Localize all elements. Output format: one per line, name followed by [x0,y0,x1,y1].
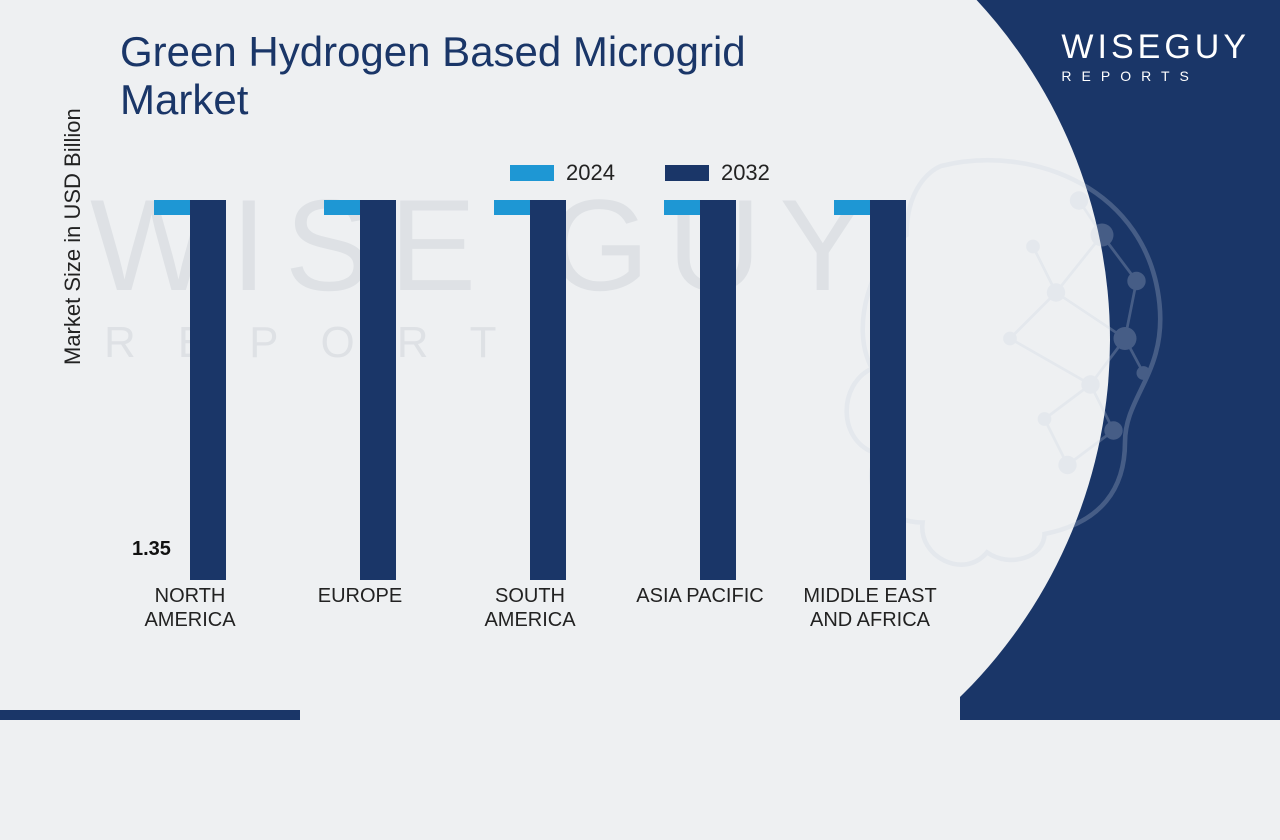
x-axis-label: MIDDLE EAST AND AFRICA [800,584,940,632]
x-axis-label: ASIA PACIFIC [630,584,770,608]
legend-label-2032: 2032 [721,160,770,186]
x-axis-label: EUROPE [290,584,430,608]
bar [360,200,396,580]
bar [834,200,870,215]
legend-swatch-2032 [665,165,709,181]
x-axis-labels: NORTH AMERICA EUROPE SOUTH AMERICA ASIA PAC… [100,584,950,704]
bar-group [470,200,590,580]
bar [664,200,700,215]
bar [530,200,566,580]
legend-swatch-2024 [510,165,554,181]
chart-title: Green Hydrogen Based Microgrid Market [120,28,820,125]
bar [700,200,736,580]
bar-value-label: 1.35 [132,538,171,561]
x-axis-label: NORTH AMERICA [120,584,260,632]
bar [870,200,906,580]
y-axis-label: Market Size in USD Billion [60,108,86,365]
legend-item-2024: 2024 [510,160,615,186]
bar-group [300,200,420,580]
bar [190,200,226,580]
bar [494,200,530,215]
bar-group [810,200,930,580]
chart-plot-area: 1.35 [100,200,950,580]
bar [154,200,190,215]
brand-logo-main: WISEGUY [1061,30,1250,64]
bar [324,200,360,215]
brand-logo: WISEGUY REPORTS [1061,30,1250,84]
legend-item-2032: 2032 [665,160,770,186]
chart-legend: 2024 2032 [510,160,770,186]
x-axis-label: SOUTH AMERICA [460,584,600,632]
legend-label-2024: 2024 [566,160,615,186]
bar-chart: 1.35 [100,200,950,580]
footer-accent-bar [0,710,300,720]
brand-logo-sub: REPORTS [1061,68,1250,84]
bar-group [640,200,760,580]
bar-group [130,200,250,580]
